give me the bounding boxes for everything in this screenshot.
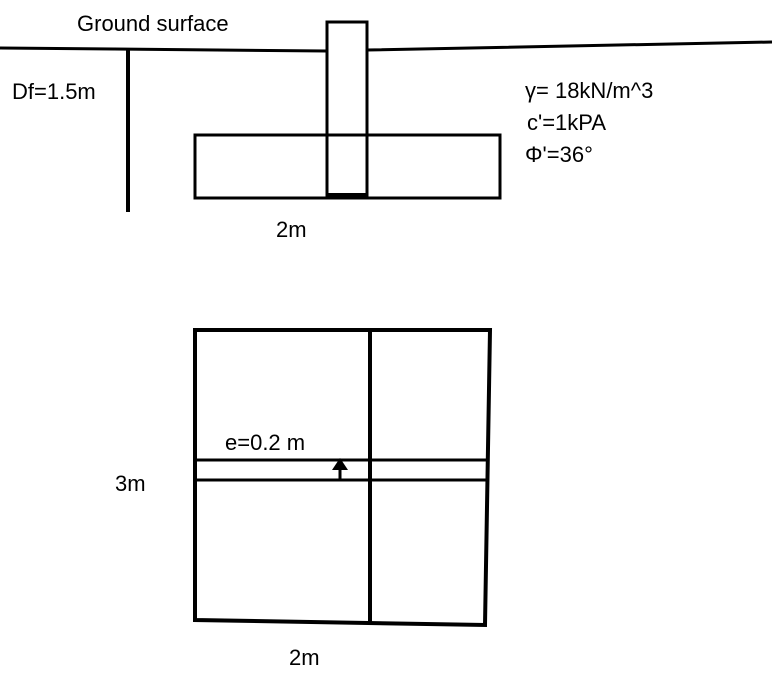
ground-line [0,42,772,51]
diagram-svg [0,0,779,695]
footing-elevation [195,135,500,198]
column-rect [327,22,367,198]
plan-rect [195,330,490,625]
